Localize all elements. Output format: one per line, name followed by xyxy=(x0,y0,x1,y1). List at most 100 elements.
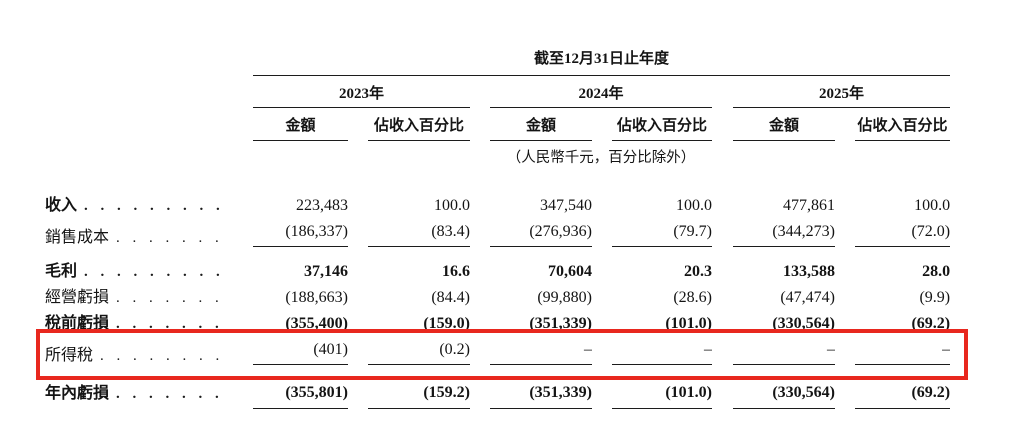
dot-leader xyxy=(84,198,229,215)
spacer-cell xyxy=(348,307,368,333)
empty-cell xyxy=(40,76,253,108)
cell-value: (101.0) xyxy=(665,315,712,332)
cell-value: – xyxy=(612,333,712,365)
spacer-cell xyxy=(712,215,733,247)
cell-value: 20.3 xyxy=(684,263,712,280)
dot-leader xyxy=(116,386,229,403)
row-label-text: 所得稅 xyxy=(45,346,94,364)
table-row-revenue: 收入 223,483 100.0 347,540 100.0 477,861 1… xyxy=(40,189,950,215)
table-row-gross-profit: 毛利 37,146 16.6 70,604 20.3 133,588 28.0 xyxy=(40,247,950,282)
row-label: 收入 xyxy=(40,189,235,215)
spacer-cell xyxy=(592,108,612,141)
row-label-text: 收入 xyxy=(45,197,78,214)
cell-value: 28.0 xyxy=(922,263,951,280)
spacer-cell xyxy=(348,365,368,409)
percent-header-2024: 佔收入百分比 xyxy=(612,107,712,141)
spacer-cell xyxy=(348,333,368,365)
cell-value: 223,483 xyxy=(296,197,348,214)
row-label: 銷售成本 xyxy=(40,215,235,247)
spacer-cell xyxy=(470,76,490,108)
cell-value: (188,663) xyxy=(285,289,348,306)
row-label: 稅前虧損 xyxy=(40,307,235,333)
cell-value: (186,337) xyxy=(253,215,348,247)
spacer-cell xyxy=(235,281,253,307)
spacer-cell xyxy=(470,108,490,141)
row-label-text: 經營虧損 xyxy=(45,289,110,306)
cell-value: 133,588 xyxy=(783,263,835,280)
spacer-cell xyxy=(348,108,368,141)
cell-value: (69.2) xyxy=(911,315,951,332)
spacer-cell xyxy=(592,281,612,307)
cell-value: (159.2) xyxy=(368,364,470,409)
cell-value: (0.2) xyxy=(368,333,470,365)
spacer-cell xyxy=(592,189,612,215)
cell-value: (276,936) xyxy=(490,215,592,247)
spacer-cell xyxy=(712,333,733,365)
spacer-cell xyxy=(835,189,855,215)
cell-value: (79.7) xyxy=(612,215,712,247)
spacer-cell xyxy=(592,365,612,409)
dot-leader xyxy=(84,264,229,281)
percent-header-2025: 佔收入百分比 xyxy=(855,107,951,141)
spacer-cell xyxy=(592,247,612,282)
cell-value: (344,273) xyxy=(733,215,835,247)
spacer-cell xyxy=(712,247,733,282)
spacer-cell xyxy=(835,365,855,409)
row-label-text: 稅前虧損 xyxy=(45,315,110,332)
spacer-cell xyxy=(470,247,490,282)
spacer-cell xyxy=(592,333,612,365)
cell-value: (355,400) xyxy=(285,315,348,332)
year-header-2023: 2023年 xyxy=(253,75,470,108)
dot-leader xyxy=(116,316,229,333)
spacer-cell xyxy=(712,281,733,307)
unit-note-row: （人民幣千元，百分比除外） xyxy=(40,141,950,172)
amount-header-2024: 金額 xyxy=(490,107,592,141)
cell-value: (47,474) xyxy=(780,289,835,306)
spacer-cell xyxy=(835,215,855,247)
spacer-cell xyxy=(235,215,253,247)
cell-value: 70,604 xyxy=(548,263,592,280)
spacer-cell xyxy=(712,189,733,215)
table-row-operating-loss: 經營虧損 (188,663) (84.4) (99,880) (28.6) (4… xyxy=(40,281,950,307)
spacer-cell xyxy=(235,333,253,365)
cell-value: (401) xyxy=(253,333,348,365)
table-row-loss-before-tax: 稅前虧損 (355,400) (159.0) (351,339) (101.0)… xyxy=(40,307,950,333)
spacer-cell xyxy=(835,108,855,141)
dot-leader xyxy=(100,348,229,365)
table-row-income-tax: 所得稅 (401) (0.2) – – – – xyxy=(40,333,951,365)
spacer-cell xyxy=(592,307,612,333)
spacer-cell xyxy=(235,365,253,409)
empty-cell xyxy=(40,108,253,141)
spacer-cell xyxy=(348,189,368,215)
cell-value: 100.0 xyxy=(676,197,712,214)
row-label: 經營虧損 xyxy=(40,281,235,307)
empty-cell xyxy=(40,171,950,189)
row-label: 所得稅 xyxy=(40,333,235,365)
cell-value: (330,564) xyxy=(772,315,835,332)
cell-value: 16.6 xyxy=(442,263,470,280)
cell-value: (101.0) xyxy=(612,364,712,409)
spacer-cell xyxy=(470,215,490,247)
cell-value: 477,861 xyxy=(783,197,835,214)
spacer-cell xyxy=(470,365,490,409)
spacer-cell xyxy=(235,247,253,282)
cell-value: – xyxy=(733,333,835,365)
spacer-cell xyxy=(348,215,368,247)
spacer-cell xyxy=(835,247,855,282)
spacer-cell xyxy=(712,307,733,333)
cell-value: (9.9) xyxy=(919,289,951,306)
row-label: 年內虧損 xyxy=(40,365,235,409)
cell-value: 37,146 xyxy=(304,263,348,280)
spacer-cell xyxy=(835,307,855,333)
spacer-cell xyxy=(835,281,855,307)
table-row-loss-for-year: 年內虧損 (355,801) (159.2) (351,339) (101.0)… xyxy=(40,364,951,409)
row-label-text: 銷售成本 xyxy=(45,228,110,246)
dot-leader xyxy=(116,230,229,247)
cell-value: 100.0 xyxy=(914,197,951,214)
spacer-cell xyxy=(712,76,733,108)
spacer-cell xyxy=(348,281,368,307)
spacer-cell xyxy=(712,365,733,409)
spacer-cell xyxy=(235,189,253,215)
empty-cell xyxy=(40,141,490,172)
